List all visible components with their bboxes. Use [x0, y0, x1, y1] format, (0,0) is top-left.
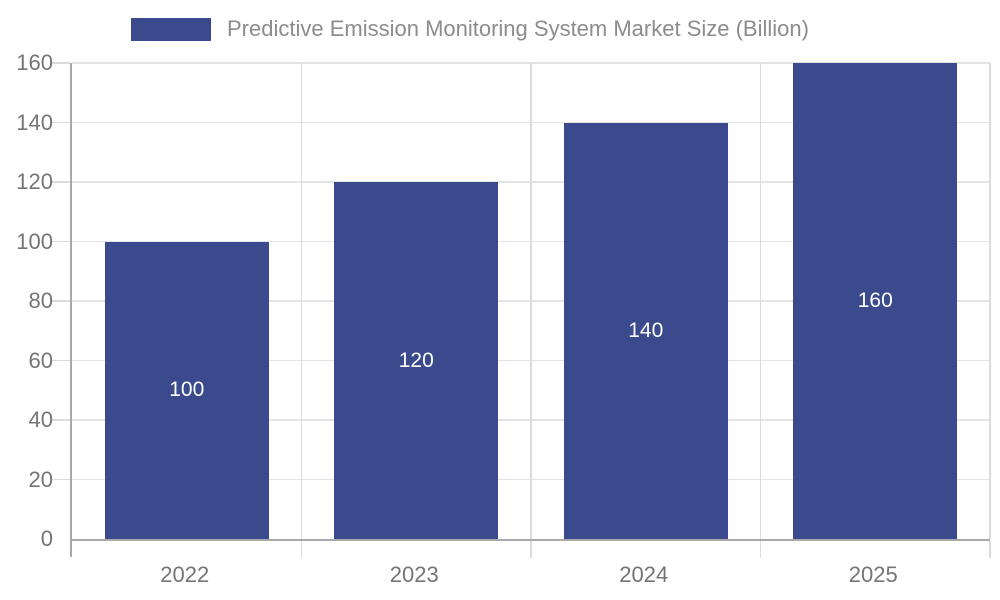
legend-label: Predictive Emission Monitoring System Ma… — [227, 16, 809, 41]
bar-value-label-2023: 120 — [398, 348, 434, 372]
y-tick-mark-40 — [52, 419, 70, 421]
gridline-x-4 — [989, 63, 991, 539]
x-tick-mark-4 — [989, 541, 991, 558]
y-axis-label-40: 40 — [28, 407, 53, 432]
y-tick-mark-60 — [52, 359, 70, 362]
y-axis-label-100: 100 — [16, 228, 53, 254]
bar-2025[interactable]: 160 — [793, 63, 958, 539]
x-axis-label-2022: 2022 — [160, 562, 210, 587]
y-axis-label-60: 60 — [28, 347, 53, 373]
x-tick-mark-2 — [530, 541, 532, 558]
x-axis-label-2025: 2025 — [848, 562, 898, 587]
gridline-x-2 — [530, 63, 532, 539]
y-tick-mark-120 — [52, 181, 70, 183]
y-tick-mark-140 — [52, 121, 70, 124]
x-axis-label-2023: 2023 — [389, 562, 439, 587]
legend-swatch[interactable] — [131, 17, 211, 41]
bar-value-label-2022: 100 — [169, 378, 205, 402]
gridline-x-3 — [759, 63, 762, 539]
gridline-x-1 — [300, 63, 303, 539]
y-axis-label-120: 120 — [16, 169, 53, 194]
x-axis-label-2024: 2024 — [619, 562, 669, 587]
bar-value-label-2025: 160 — [857, 289, 893, 312]
plot-area: 100 120 140 160 — [52, 62, 991, 558]
y-tick-mark-80 — [52, 300, 70, 302]
bar-value-label-2024: 140 — [628, 318, 664, 342]
y-axis-label-140: 140 — [16, 109, 53, 135]
y-tick-mark-20 — [52, 478, 70, 481]
y-axis-label-160: 160 — [16, 50, 53, 75]
y-axis-label-20: 20 — [28, 466, 53, 492]
axis-corner-tick — [70, 541, 72, 557]
y-tick-mark-100 — [52, 240, 70, 243]
bar-2022[interactable]: 100 — [104, 241, 269, 539]
y-axis-label-80: 80 — [28, 288, 53, 313]
bar-2024[interactable]: 140 — [563, 122, 728, 539]
y-tick-mark-160 — [52, 62, 70, 64]
x-tick-mark-3 — [759, 541, 762, 558]
legend[interactable]: Predictive Emission Monitoring System Ma… — [131, 17, 809, 41]
bar-2023[interactable]: 120 — [334, 182, 499, 539]
y-axis-label-0: 0 — [40, 526, 53, 551]
x-tick-mark-1 — [300, 541, 303, 558]
